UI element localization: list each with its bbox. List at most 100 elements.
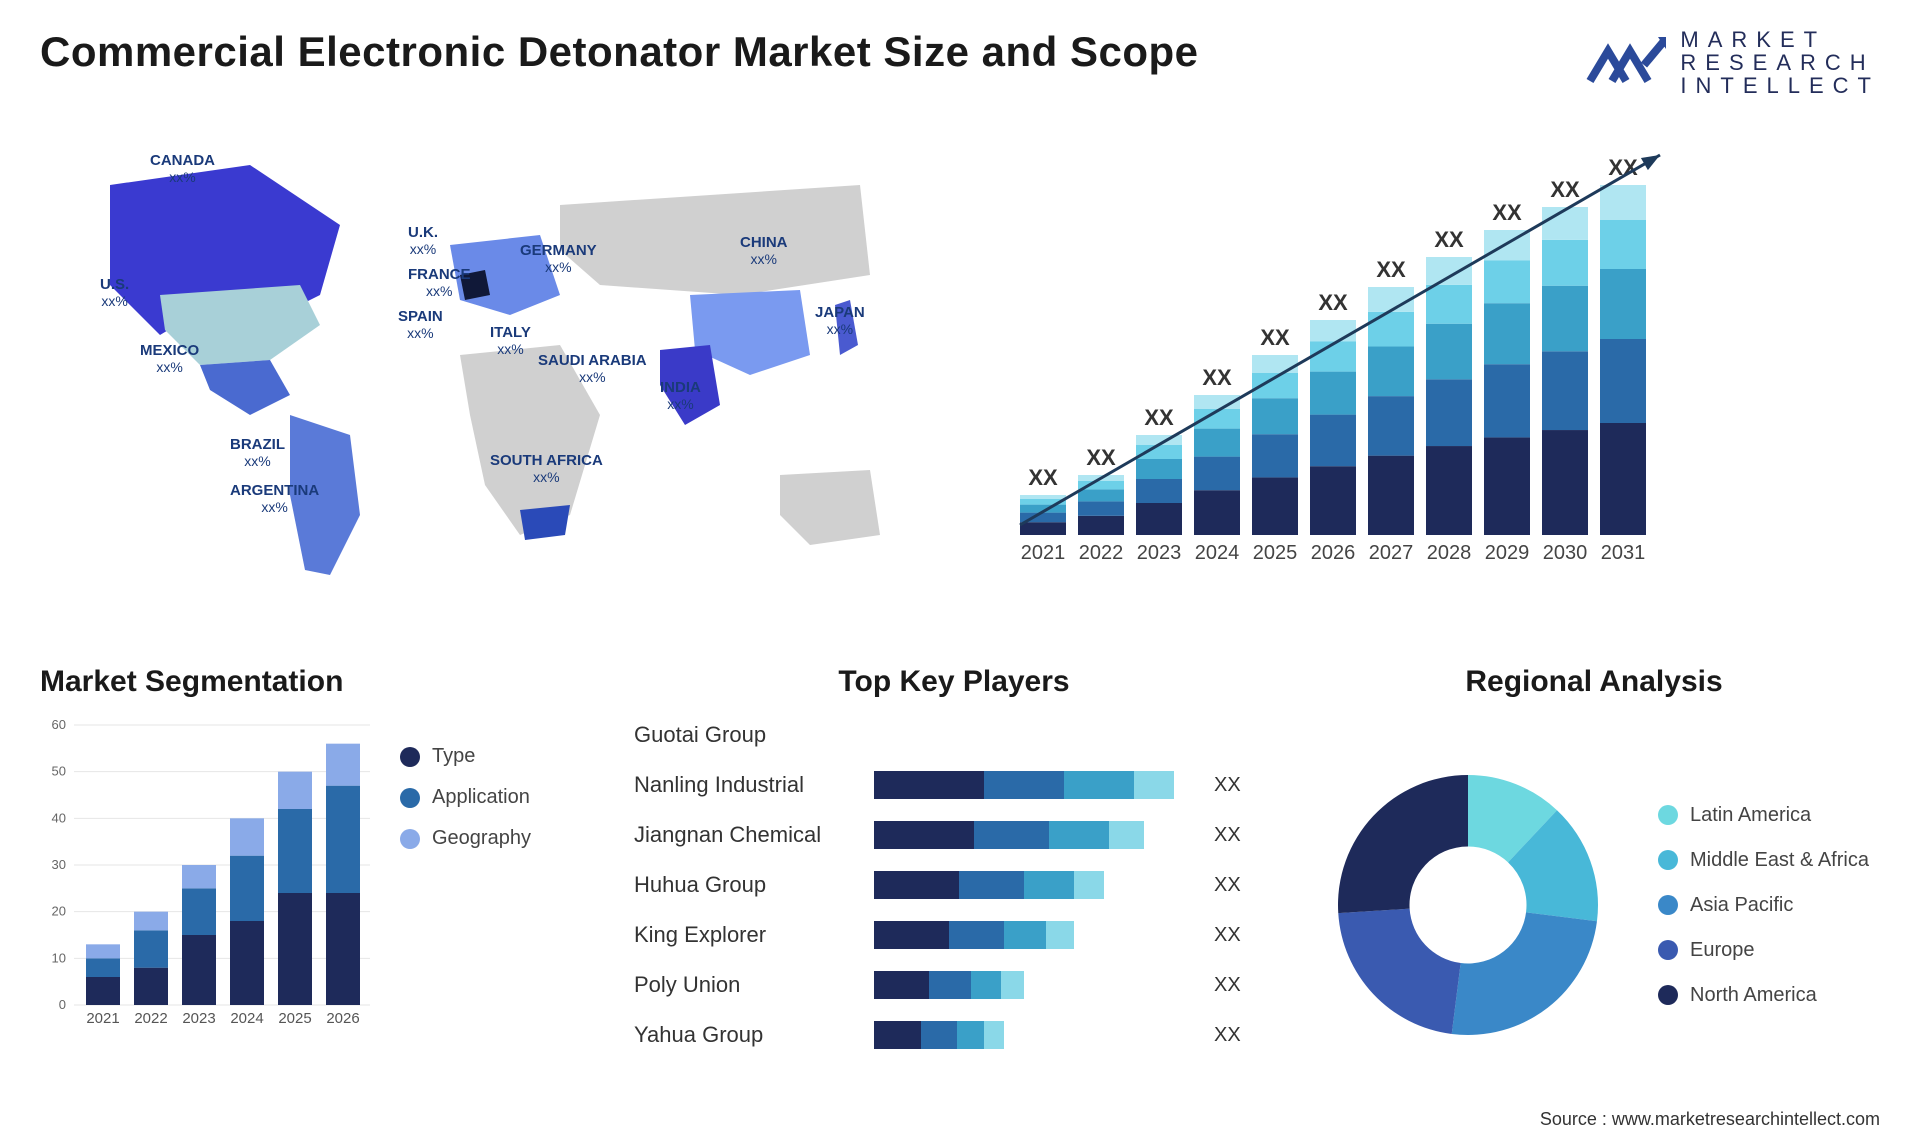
seg-bar [326,893,360,1005]
seg-year: 2025 [278,1010,311,1027]
player-bar-seg [1049,821,1109,849]
logo-line3: INTELLECT [1680,74,1880,97]
growth-bar-seg [1136,479,1182,503]
growth-bar-toplabel: XX [1260,325,1290,350]
player-bar-seg [929,971,971,999]
donut-slice [1338,909,1460,1034]
y-tick: 60 [52,717,66,732]
regional-legend-item: Europe [1658,939,1869,962]
player-bar-seg [874,871,959,899]
player-bar-seg [874,971,929,999]
growth-bar-seg [1600,185,1646,220]
seg-year: 2021 [86,1010,119,1027]
player-bar-seg [874,1021,921,1049]
player-value: XX [1214,1024,1241,1047]
map-label-saudiarabia: SAUDI ARABIAxx% [538,353,647,386]
seg-legend-item: Application [400,786,531,809]
arrowhead-icon [1641,155,1660,170]
y-tick: 0 [59,997,66,1012]
seg-bar [182,889,216,936]
y-tick: 10 [52,951,66,966]
growth-bar-toplabel: XX [1144,405,1174,430]
player-bar-seg [949,921,1004,949]
growth-bar-seg [1600,423,1646,535]
logo-icon [1586,31,1666,95]
legend-dot-icon [400,747,420,767]
segmentation-legend: TypeApplicationGeography [400,715,531,1095]
map-label-southafrica: SOUTH AFRICAxx% [490,453,603,486]
legend-label: Application [432,786,530,809]
player-name: King Explorer [634,922,854,948]
regional-title: Regional Analysis [1308,665,1880,699]
y-tick: 50 [52,764,66,779]
growth-bar-year: 2027 [1369,542,1414,564]
player-bar-seg [957,1021,984,1049]
map-label-germany: GERMANYxx% [520,243,597,276]
growth-bar-seg [1426,446,1472,535]
map-label-brazil: BRAZILxx% [230,437,285,470]
map-label-us: U.S.xx% [100,277,129,310]
seg-year: 2026 [326,1010,359,1027]
seg-bar [278,893,312,1005]
growth-bar-seg [1542,240,1588,286]
logo-line2: RESEARCH [1680,51,1880,74]
player-value: XX [1214,924,1241,947]
player-bar-seg [874,921,949,949]
player-bar-seg [1004,921,1046,949]
key-players-list: Guotai GroupNanling IndustrialXXJiangnan… [634,715,1274,1055]
world-map-panel: CANADAxx%U.S.xx%MEXICOxx%BRAZILxx%ARGENT… [40,115,960,635]
player-bar-seg [984,1021,1004,1049]
growth-chart-panel: XX2021XX2022XX2023XX2024XX2025XX2026XX20… [1000,115,1880,635]
player-bar-seg [921,1021,957,1049]
growth-bar-toplabel: XX [1028,465,1058,490]
legend-dot-icon [1658,895,1678,915]
seg-year: 2023 [182,1010,215,1027]
seg-bar [278,809,312,893]
seg-bar [278,772,312,809]
regional-legend: Latin America Middle East & Africa Asia Pa… [1658,804,1869,1007]
growth-bar-seg [1252,355,1298,373]
player-value: XX [1214,874,1241,897]
growth-bar-seg [1426,324,1472,380]
seg-bar [134,931,168,968]
player-bar-seg [1046,921,1074,949]
growth-bar-seg [1310,342,1356,372]
growth-bar-seg [1020,522,1066,535]
player-name: Yahua Group [634,1022,854,1048]
player-row: Nanling IndustrialXX [634,765,1274,805]
map-region-australia [780,470,880,545]
growth-bar-seg [1310,320,1356,342]
legend-label: North America [1690,984,1817,1007]
player-name: Poly Union [634,972,854,998]
legend-dot-icon [400,829,420,849]
player-bar [874,921,1194,949]
growth-bar-year: 2022 [1079,542,1124,564]
seg-bar [326,744,360,786]
player-bar [874,871,1194,899]
player-bar-seg [1109,821,1144,849]
growth-bar-seg [1484,261,1530,304]
player-row: Huhua GroupXX [634,865,1274,905]
growth-bar-seg [1368,287,1414,312]
seg-legend-item: Type [400,745,531,768]
player-value: XX [1214,974,1241,997]
seg-bar [326,786,360,893]
growth-bar-seg [1600,339,1646,423]
growth-bar-seg [1368,396,1414,456]
growth-bar-seg [1426,257,1472,285]
donut-slice [1452,913,1597,1036]
growth-bar-year: 2023 [1137,542,1182,564]
map-label-spain: SPAINxx% [398,309,443,342]
growth-bar-seg [1542,430,1588,535]
legend-label: Asia Pacific [1690,894,1793,917]
growth-bar-seg [1426,285,1472,324]
seg-bar [134,968,168,1005]
player-bar [874,821,1194,849]
growth-bar-toplabel: XX [1376,257,1406,282]
regional-legend-item: Middle East & Africa [1658,849,1869,872]
player-row: Guotai Group [634,715,1274,755]
growth-bar-seg [1484,364,1530,437]
regional-legend-item: Latin America [1658,804,1869,827]
growth-bar-seg [1194,429,1240,457]
growth-bar-toplabel: XX [1550,177,1580,202]
